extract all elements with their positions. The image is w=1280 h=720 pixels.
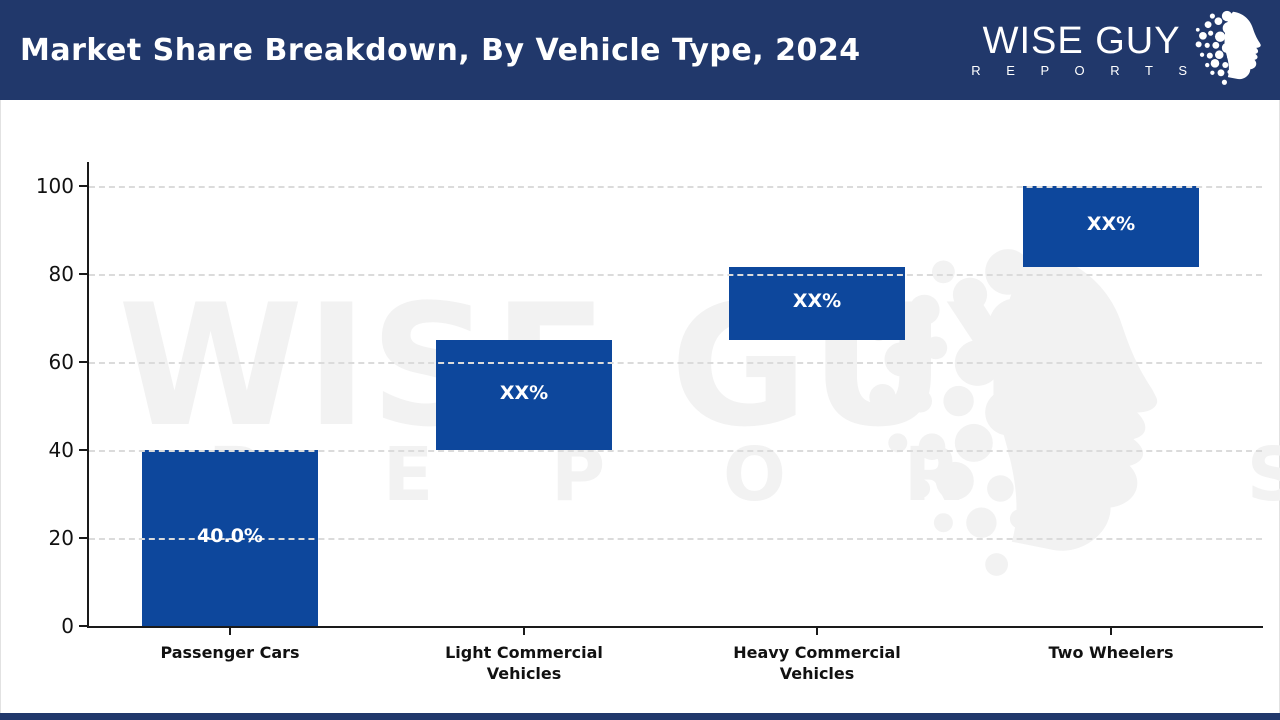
logo-wordmark: WISE GUY [982, 20, 1181, 63]
x-category-label: Heavy Commercial Vehicles [733, 643, 901, 684]
x-category-label: Passenger Cars [160, 643, 300, 662]
y-tick-label: 0 [61, 614, 74, 638]
bar-chart: 0 20 40 60 80 100 40.0% Passenger Cars XX% Light … [0, 100, 1280, 713]
x-category-label: Light Commercial Vehicles [445, 643, 603, 684]
y-tick-label: 20 [48, 526, 74, 550]
x-axis-tick [816, 628, 818, 635]
y-tick-label: 100 [35, 174, 74, 198]
header-band: Market Share Breakdown, By Vehicle Type,… [0, 0, 1280, 100]
y-axis-tick [79, 449, 87, 451]
y-axis-tick [79, 273, 87, 275]
logo-text: WISE GUY R E P O R T S [965, 20, 1198, 78]
x-axis-tick [229, 628, 231, 635]
y-tick-label: 60 [48, 350, 74, 374]
logo-reports-text: R E P O R T S [971, 62, 1198, 78]
y-axis-tick [79, 361, 87, 363]
wise-guy-reports-logo: WISE GUY R E P O R T S [965, 6, 1270, 94]
bar-value-label: XX% [499, 382, 549, 404]
y-tick-label: 80 [48, 262, 74, 286]
bar-segment [729, 266, 905, 340]
y-axis-tick [79, 537, 87, 539]
y-axis-tick [79, 625, 87, 627]
x-category-label: Two Wheelers [1048, 643, 1174, 662]
x-axis-tick [523, 628, 525, 635]
x-axis-tick [1110, 628, 1112, 635]
y-tick-label: 40 [48, 438, 74, 462]
y-axis-spine [87, 162, 89, 628]
footer-band [0, 713, 1280, 720]
y-axis-tick [79, 185, 87, 187]
bar-value-label: XX% [1086, 213, 1136, 236]
dotted-head-icon [1195, 10, 1261, 85]
bar-value-label: XX% [792, 290, 842, 313]
bar-segment [436, 340, 612, 450]
chart-title: Market Share Breakdown, By Vehicle Type,… [20, 33, 861, 68]
bar-segment [1023, 186, 1199, 267]
x-axis-spine [87, 626, 1263, 628]
bar-value-label: 40.0% [197, 525, 263, 547]
